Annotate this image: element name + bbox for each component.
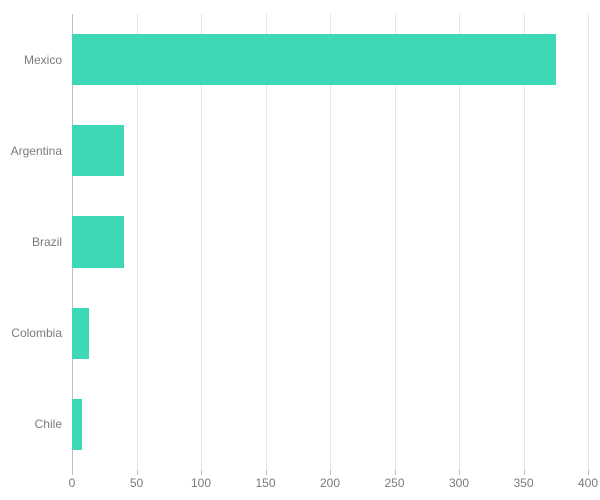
y-tick-label: Mexico	[24, 53, 72, 67]
gridline	[588, 14, 589, 470]
bar	[72, 125, 124, 176]
x-tick-label: 50	[130, 470, 143, 490]
x-tick-label: 250	[384, 470, 404, 490]
bar	[72, 399, 82, 450]
plot-area: 050100150200250300350400MexicoArgentinaB…	[72, 14, 588, 470]
y-tick-label: Brazil	[32, 235, 72, 249]
bar	[72, 308, 89, 359]
x-tick-label: 150	[255, 470, 275, 490]
y-tick-label: Argentina	[11, 144, 72, 158]
x-tick-label: 300	[449, 470, 469, 490]
bar	[72, 34, 556, 85]
x-tick-label: 200	[320, 470, 340, 490]
x-tick-label: 400	[578, 470, 598, 490]
x-tick-label: 0	[69, 470, 76, 490]
chart-container: 0 50 100 150 200 250 300 350 400 Mexico Argentina B…	[0, 0, 600, 500]
x-tick-label: 350	[513, 470, 533, 490]
y-tick-label: Chile	[35, 417, 72, 431]
x-tick-label: 100	[191, 470, 211, 490]
y-tick-label: Colombia	[11, 326, 72, 340]
bar	[72, 216, 124, 267]
